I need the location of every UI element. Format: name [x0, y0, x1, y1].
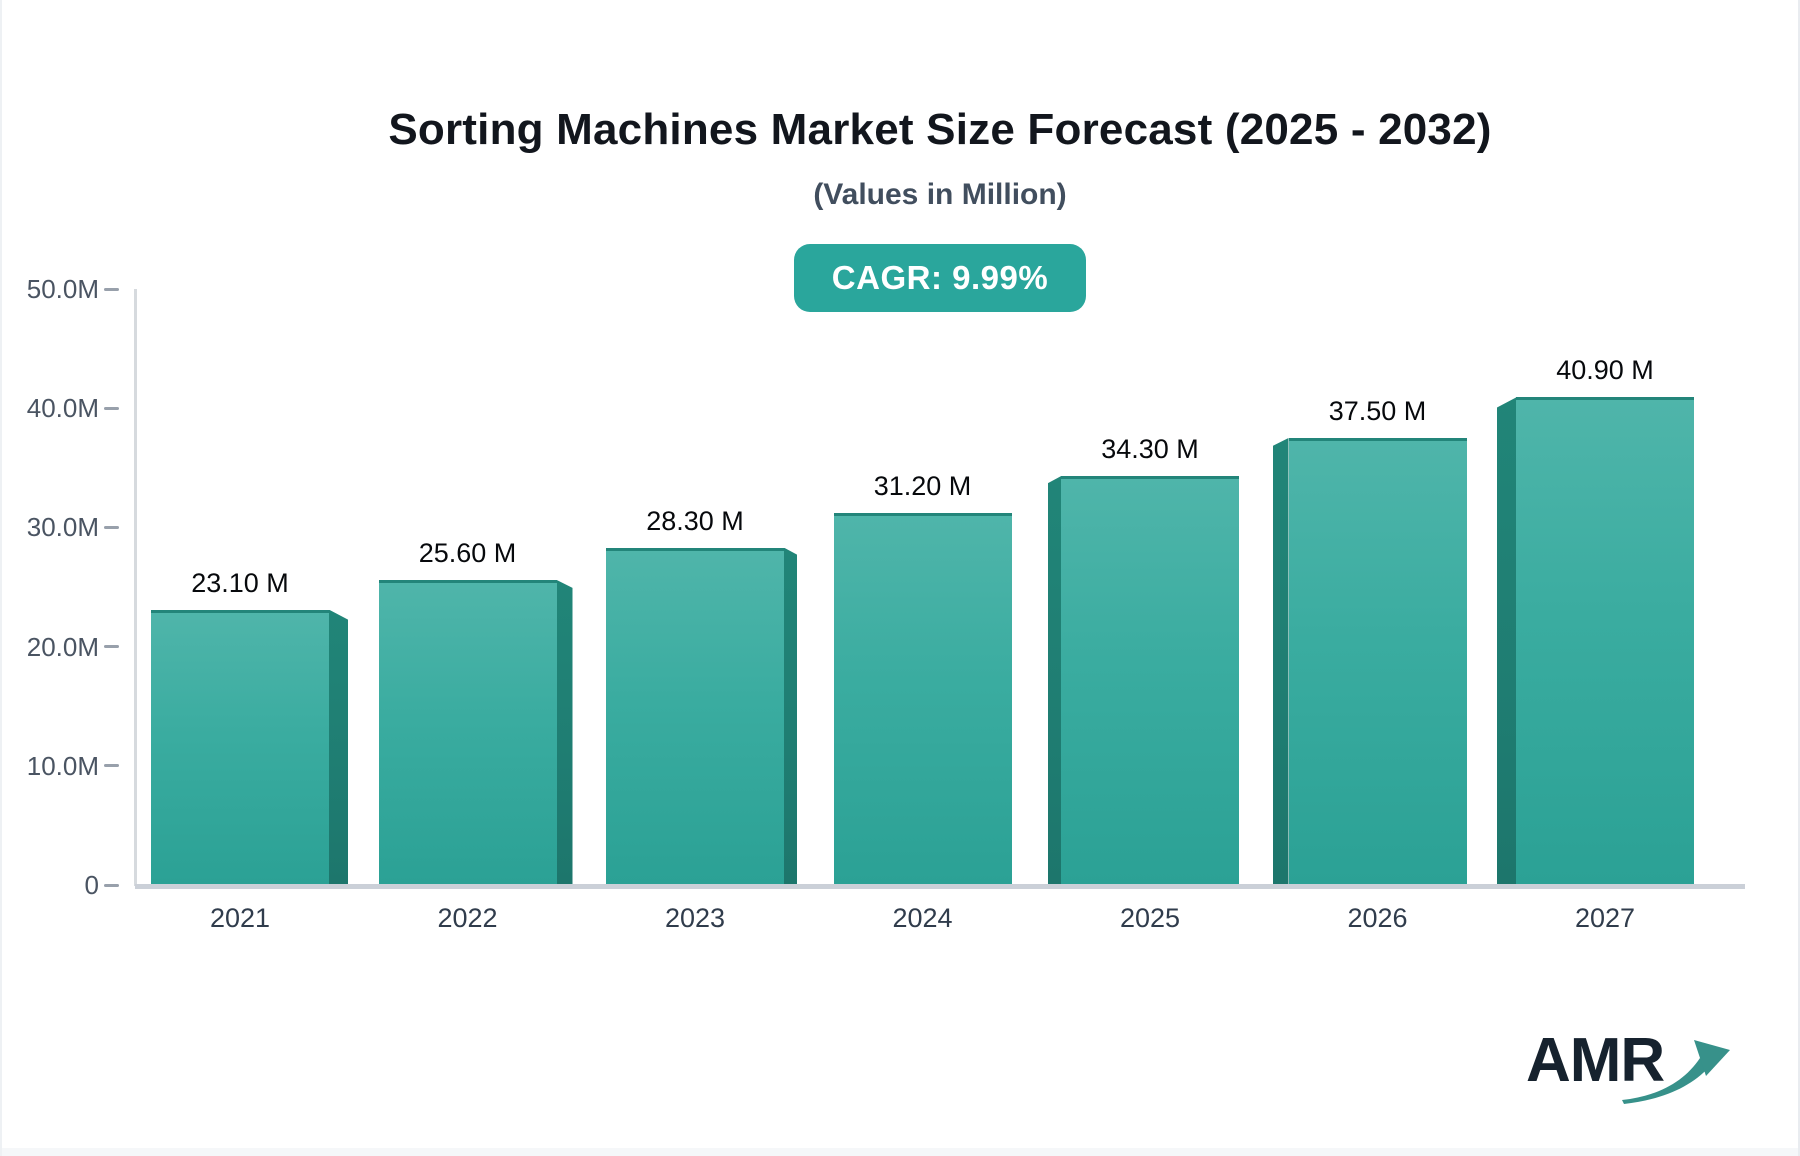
bar-3d-side: [1497, 397, 1516, 884]
y-tick-label: 10.0M: [26, 750, 99, 781]
x-category-label: 2026: [1347, 903, 1408, 933]
y-tick-dash: [104, 287, 119, 291]
bar-3d-side: [329, 609, 348, 884]
bar-2026: [1288, 438, 1467, 884]
x-category-label: 2025: [1119, 903, 1181, 933]
bar-2024: [833, 513, 1012, 884]
bar-value-label: 23.10 M: [191, 567, 289, 598]
bar-value-label: 28.30 M: [646, 505, 744, 536]
x-category-label: 2022: [437, 903, 498, 933]
chart-title: Sorting Machines Market Size Forecast (2…: [388, 105, 1492, 154]
x-category-label: 2027: [1574, 903, 1636, 933]
y-tick-label: 20.0M: [26, 631, 99, 662]
x-category-label: 2024: [892, 903, 953, 933]
bar-2021: [151, 609, 329, 884]
amr-logo-text: AMR: [1526, 1026, 1665, 1095]
bar-3d-side: [1272, 438, 1289, 884]
growth-arrow-icon: [1622, 1040, 1730, 1104]
amr-logo: AMR: [1526, 1030, 1736, 1110]
bar-3d-side: [784, 547, 797, 884]
bar-2023: [606, 547, 784, 884]
bar-2027: [1516, 397, 1694, 884]
bar-value-label: 31.20 M: [873, 471, 972, 502]
bar-value-label: 37.50 M: [1328, 396, 1427, 426]
y-tick-label: 30.0M: [26, 512, 99, 543]
bar-2025: [1061, 476, 1239, 884]
y-tick-dash: [104, 764, 119, 768]
y-tick-label: 50.0M: [26, 274, 99, 304]
x-category-label: 2023: [664, 903, 726, 933]
bar-3d-side: [556, 579, 573, 884]
y-axis-line: [134, 289, 137, 886]
x-axis-baseline: [135, 884, 1745, 889]
page-bottom-strip: [2, 1148, 1798, 1156]
y-tick-dash: [104, 525, 119, 529]
bar-2022: [378, 579, 557, 884]
x-category-label: 2021: [209, 903, 271, 933]
y-tick-dash: [104, 645, 119, 649]
bar-value-label: 25.60 M: [418, 537, 517, 568]
y-tick-dash: [104, 406, 119, 410]
bar-3d-side: [1048, 476, 1061, 884]
y-tick-label: 40.0M: [26, 393, 99, 424]
y-tick-label: 0: [84, 870, 99, 900]
bar-value-label: 40.90 M: [1556, 355, 1654, 386]
chart-subtitle: (Values in Million): [813, 178, 1067, 211]
chart-header: Sorting Machines Market Size Forecast (2…: [135, 0, 1745, 312]
cagr-badge: CAGR: 9.99%: [793, 244, 1087, 312]
bar-value-label: 34.30 M: [1101, 434, 1199, 465]
y-tick-dash: [104, 883, 119, 887]
